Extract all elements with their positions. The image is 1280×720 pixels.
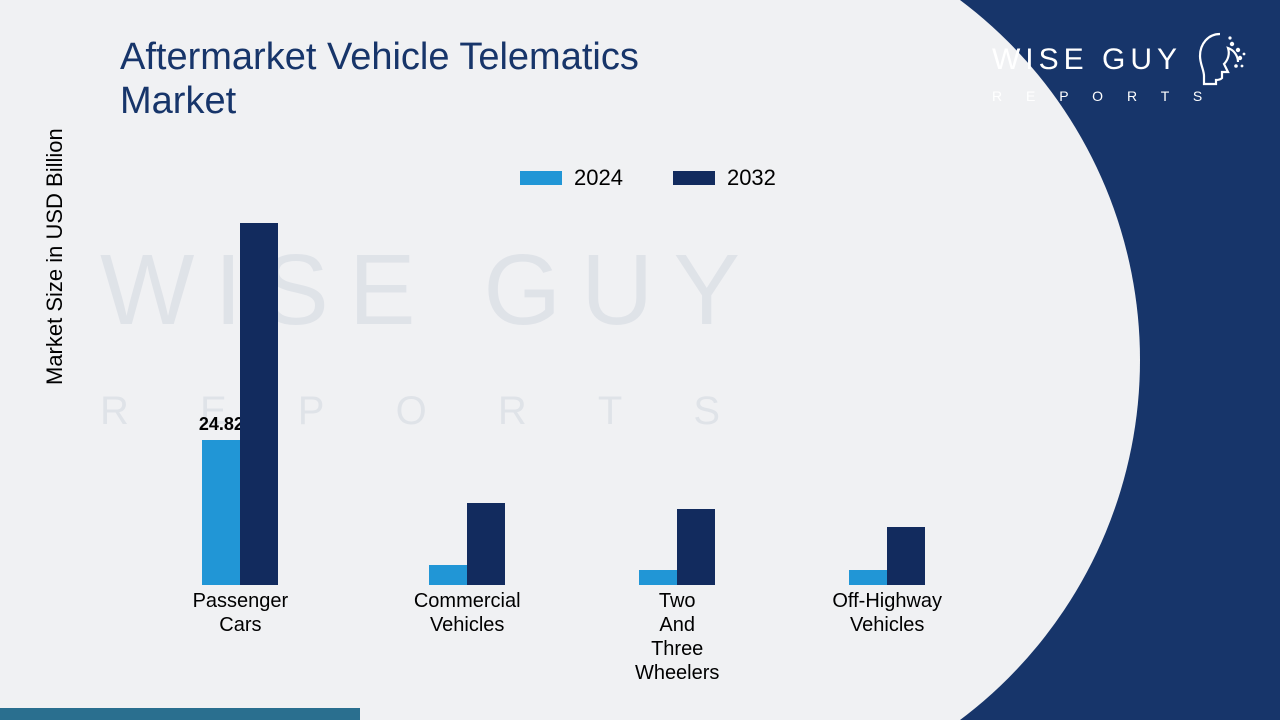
x-axis-label: PassengerCars [150,585,330,637]
bar [467,503,505,585]
page-root: WISE GUY R E P O R T S Aftermarket Vehic… [0,0,1280,720]
brand-name-line1: WISE GUY [992,43,1182,77]
x-axis-label: CommercialVehicles [377,585,557,637]
chart-area: Market Size in USD Billion 2024 2032 24.… [60,165,960,685]
legend-item-2024: 2024 [520,165,623,191]
bar-group: TwoAndThreeWheelers [607,509,747,585]
legend-label-2024: 2024 [574,165,623,191]
bar [887,527,925,585]
bar [849,570,887,585]
brand-head-icon [1190,30,1250,90]
bar: 24.82 [202,440,240,585]
bar [429,565,467,585]
y-axis-label: Market Size in USD Billion [42,128,68,385]
chart-plot: 24.82PassengerCars CommercialVehicles TwoA… [120,205,960,585]
x-axis-label: Off-HighwayVehicles [797,585,977,637]
brand-name-line2: R E P O R T S [992,88,1250,104]
bar [240,223,278,585]
bar-group: Off-HighwayVehicles [817,527,957,585]
legend-swatch-2032 [673,171,715,185]
bar [639,570,677,585]
legend-swatch-2024 [520,171,562,185]
bottom-accent-bar [0,708,360,720]
bar-group: CommercialVehicles [397,503,537,585]
bar [677,509,715,585]
chart-title: Aftermarket Vehicle Telematics Market [120,36,760,123]
brand-logo: WISE GUY R E P O R T S [992,30,1250,104]
legend-label-2032: 2032 [727,165,776,191]
bar-value-label: 24.82 [199,414,244,435]
bar-group: 24.82PassengerCars [170,223,310,585]
x-axis-label: TwoAndThreeWheelers [587,585,767,685]
right-brand-panel [960,0,1280,720]
legend-item-2032: 2032 [673,165,776,191]
chart-legend: 2024 2032 [520,165,776,191]
